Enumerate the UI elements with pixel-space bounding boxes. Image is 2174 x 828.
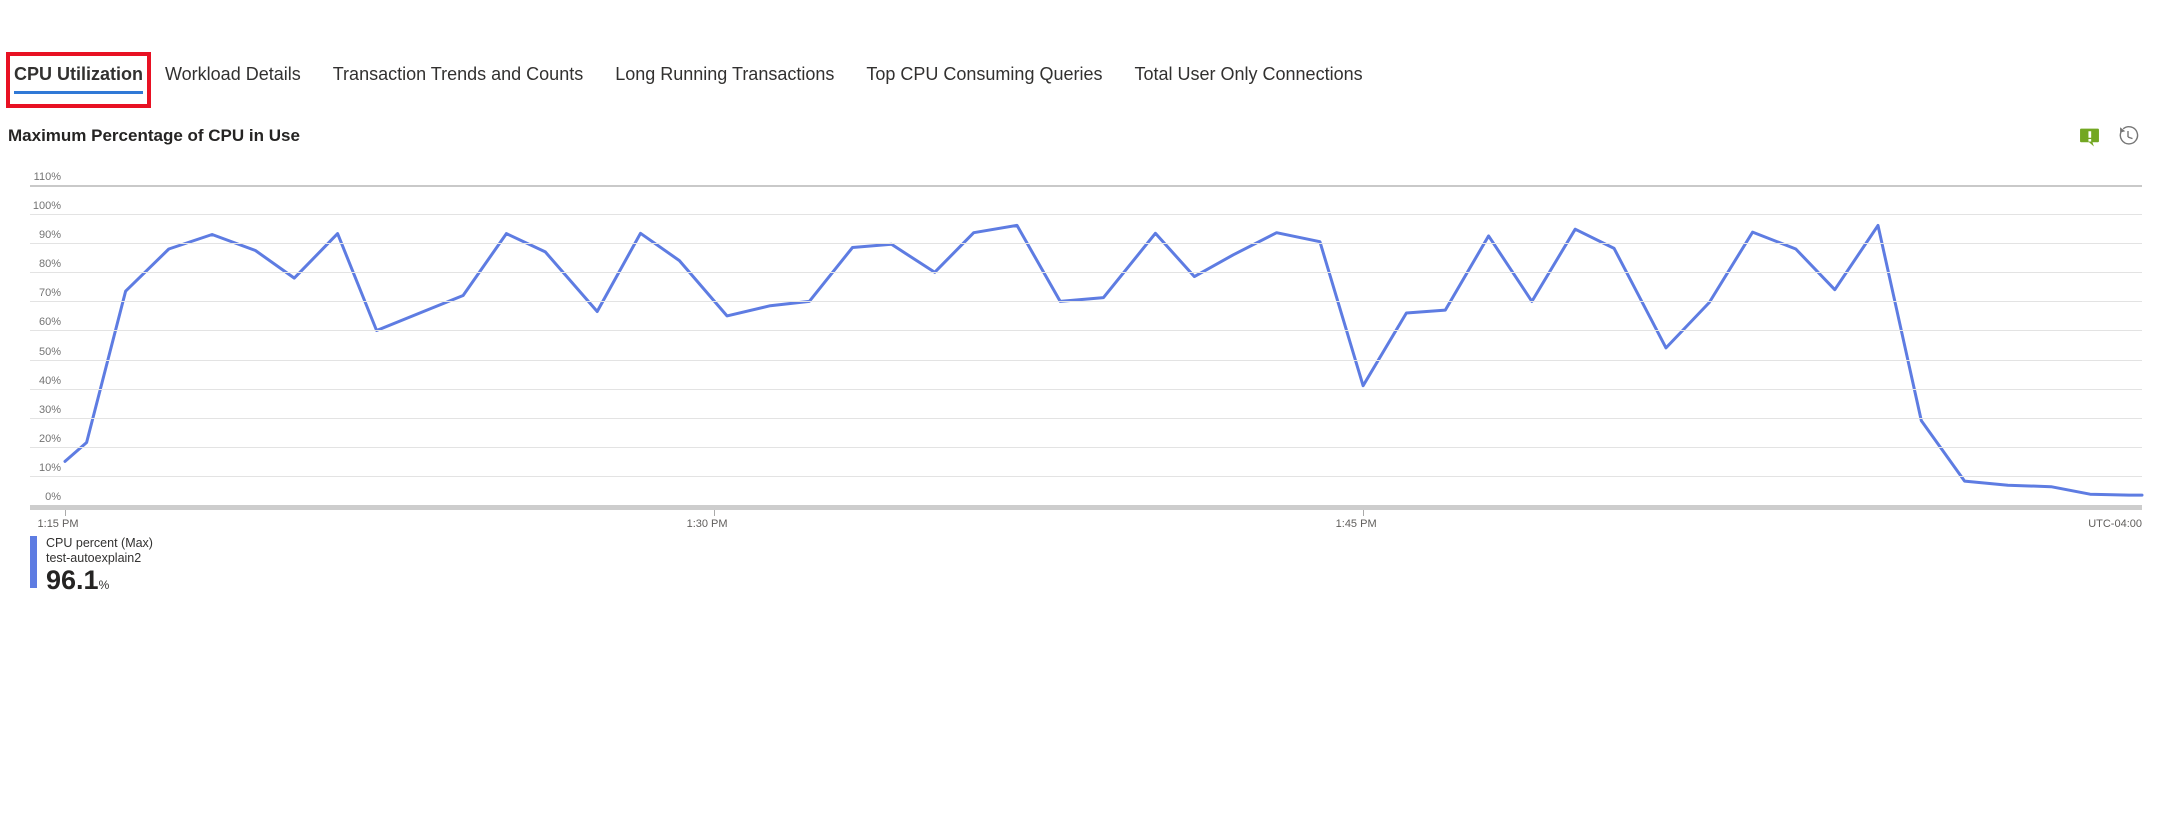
feedback-icon[interactable] <box>2079 126 2100 152</box>
x-axis <box>30 505 2142 510</box>
tab-bar: CPU Utilization Workload Details Transac… <box>6 52 1395 108</box>
chart-header-icons <box>2079 124 2140 153</box>
x-axis-tick <box>1363 510 1365 516</box>
tab-workload-details[interactable]: Workload Details <box>165 52 301 85</box>
y-axis-label-20: 20% <box>38 432 61 445</box>
gridline-90 <box>30 243 2142 245</box>
legend-color-bar <box>30 536 37 588</box>
x-axis-tick <box>65 510 66 516</box>
legend-metric-value: 96.1 <box>46 565 99 595</box>
gridline-10 <box>30 475 2142 477</box>
tab-transaction-trends-and-counts[interactable]: Transaction Trends and Counts <box>333 52 583 85</box>
tab-label: Workload Details <box>165 64 301 84</box>
legend-metric-unit: % <box>98 578 110 592</box>
chart-title: Maximum Percentage of CPU in Use <box>8 126 300 145</box>
cpu-utilization-chart: 0% 10% 20% 30% 40% 50% 60% 70% 80% 90% 100% 110% 1:1… <box>30 171 2144 580</box>
gridline-70 <box>30 301 2142 303</box>
x-axis-label: 1:15 PM <box>37 518 79 530</box>
gridline-20 <box>30 446 2142 448</box>
gridline-60 <box>30 330 2142 332</box>
tab-label: Top CPU Consuming Queries <box>866 64 1103 84</box>
tab-label: Total User Only Connections <box>1134 64 1363 84</box>
cpu-percent-line <box>63 223 2144 497</box>
x-axis-tick <box>714 510 716 516</box>
y-axis-label-10: 10% <box>38 461 61 474</box>
y-axis-label-30: 30% <box>38 403 61 416</box>
y-axis-label-50: 50% <box>38 345 61 358</box>
y-axis-label-70: 70% <box>38 287 61 300</box>
y-axis-label-40: 40% <box>38 374 61 387</box>
tab-total-user-only-connections[interactable]: Total User Only Connections <box>1134 52 1362 85</box>
gridline-80 <box>30 272 2142 274</box>
legend-resource-name: test-autoexplain2 <box>46 551 142 565</box>
y-axis-label-110: 110% <box>33 171 61 183</box>
chart-plot-area <box>63 223 2144 497</box>
tab-cpu-utilization[interactable]: CPU Utilization <box>6 52 151 108</box>
gridline-40 <box>30 388 2142 390</box>
tab-top-cpu-consuming-queries[interactable]: Top CPU Consuming Queries <box>866 52 1102 85</box>
tab-label: Transaction Trends and Counts <box>332 64 584 84</box>
y-axis-label-60: 60% <box>38 316 61 329</box>
tab-long-running-transactions[interactable]: Long Running Transactions <box>615 52 834 85</box>
timezone-label: UTC-04:00 <box>2088 518 2142 530</box>
x-axis-label: 1:45 PM <box>1335 518 1377 530</box>
x-axis-label: 1:30 PM <box>686 518 728 530</box>
gridline-30 <box>30 417 2142 419</box>
gridline-110 <box>30 185 2142 187</box>
legend-item-cpu-percent[interactable]: CPU percent (Max) test-autoexplain2 96.1… <box>30 536 153 594</box>
tab-label: CPU Utilization <box>14 64 143 94</box>
y-axis-label-100: 100% <box>32 200 61 213</box>
gridline-50 <box>30 359 2142 361</box>
y-axis-label-0: 0% <box>45 491 61 503</box>
tab-label: Long Running Transactions <box>615 64 835 84</box>
gridline-100 <box>30 214 2142 216</box>
y-axis-label-90: 90% <box>38 229 61 242</box>
legend-metric-name: CPU percent (Max) <box>46 536 153 550</box>
history-icon[interactable] <box>2116 124 2140 153</box>
y-axis-label-80: 80% <box>38 258 61 271</box>
